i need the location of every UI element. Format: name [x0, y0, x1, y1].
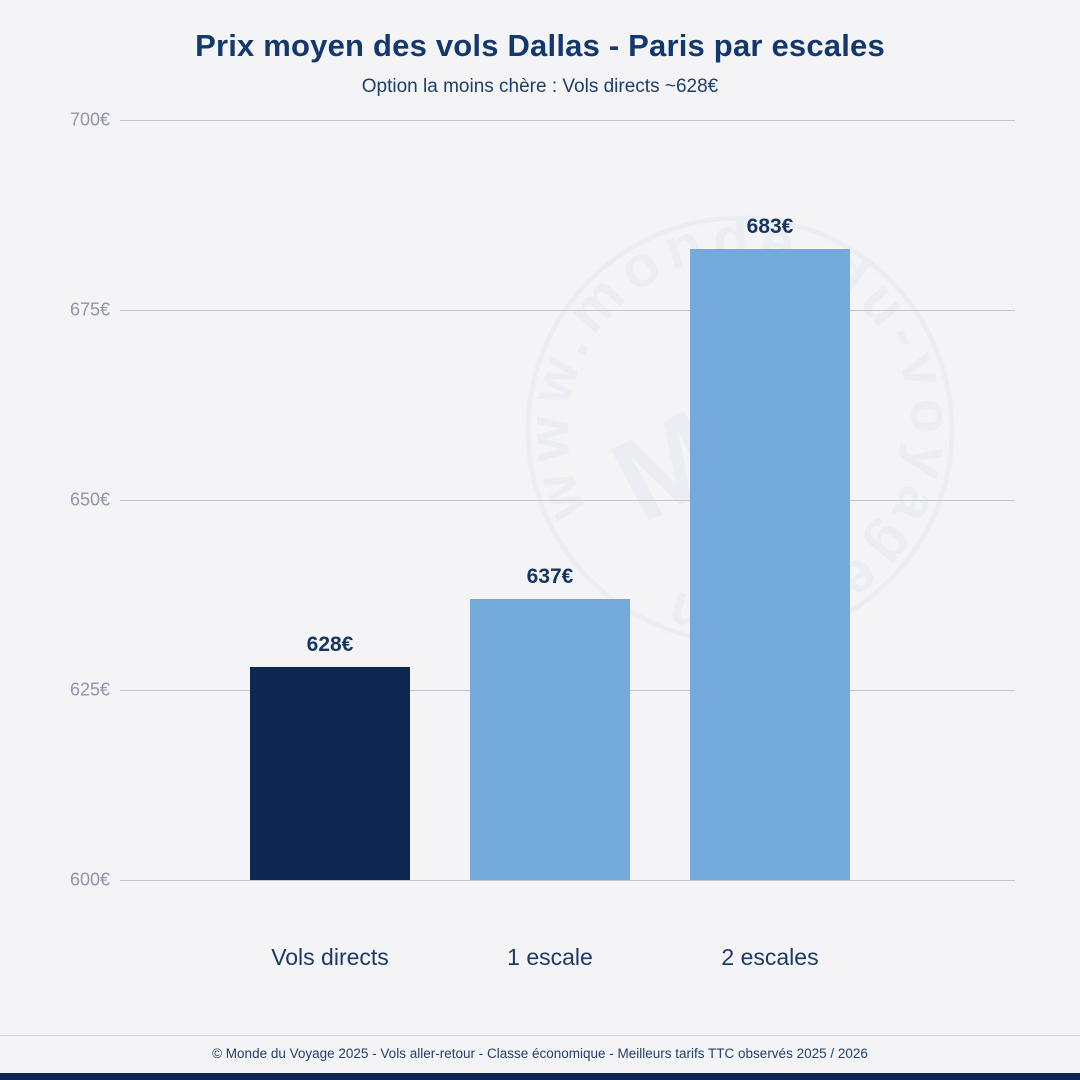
bar-group-1-escale: 637€ 1 escale — [470, 120, 630, 970]
page-title: Prix moyen des vols Dallas - Paris par e… — [195, 28, 885, 63]
footer-copyright: © Monde du Voyage 2025 - Vols aller-reto… — [212, 1046, 868, 1061]
y-tick-625: 625€ — [69, 679, 110, 700]
bar-2-escales — [690, 249, 850, 880]
x-label-vols-directs: Vols directs — [271, 944, 389, 970]
footer-divider — [0, 1035, 1080, 1036]
plot-area: 628€ Vols directs 637€ 1 escale 683€ 2 e… — [120, 120, 1015, 970]
bar-value-label: 628€ — [306, 633, 354, 657]
bar-1-escale — [470, 598, 630, 880]
bar-group-vols-directs: 628€ Vols directs — [250, 120, 410, 970]
bar-value-label: 683€ — [746, 215, 794, 239]
bar-value-label: 637€ — [526, 564, 574, 588]
gridline-700 — [120, 120, 1015, 121]
y-tick-600: 600€ — [69, 869, 110, 890]
y-tick-650: 650€ — [69, 489, 110, 510]
y-tick-675: 675€ — [69, 299, 110, 320]
gridline-600 — [120, 880, 1015, 881]
bar-vols-directs — [250, 667, 410, 880]
footer-accent-bar — [0, 1073, 1080, 1080]
x-label-2-escales: 2 escales — [721, 944, 819, 970]
x-label-1-escale: 1 escale — [507, 944, 593, 970]
y-tick-700: 700€ — [69, 109, 110, 130]
page-subtitle: Option la moins chère : Vols directs ~62… — [361, 76, 719, 97]
gridline-675 — [120, 310, 1015, 311]
gridline-650 — [120, 500, 1015, 501]
bar-group-2-escales: 683€ 2 escales — [690, 120, 850, 970]
